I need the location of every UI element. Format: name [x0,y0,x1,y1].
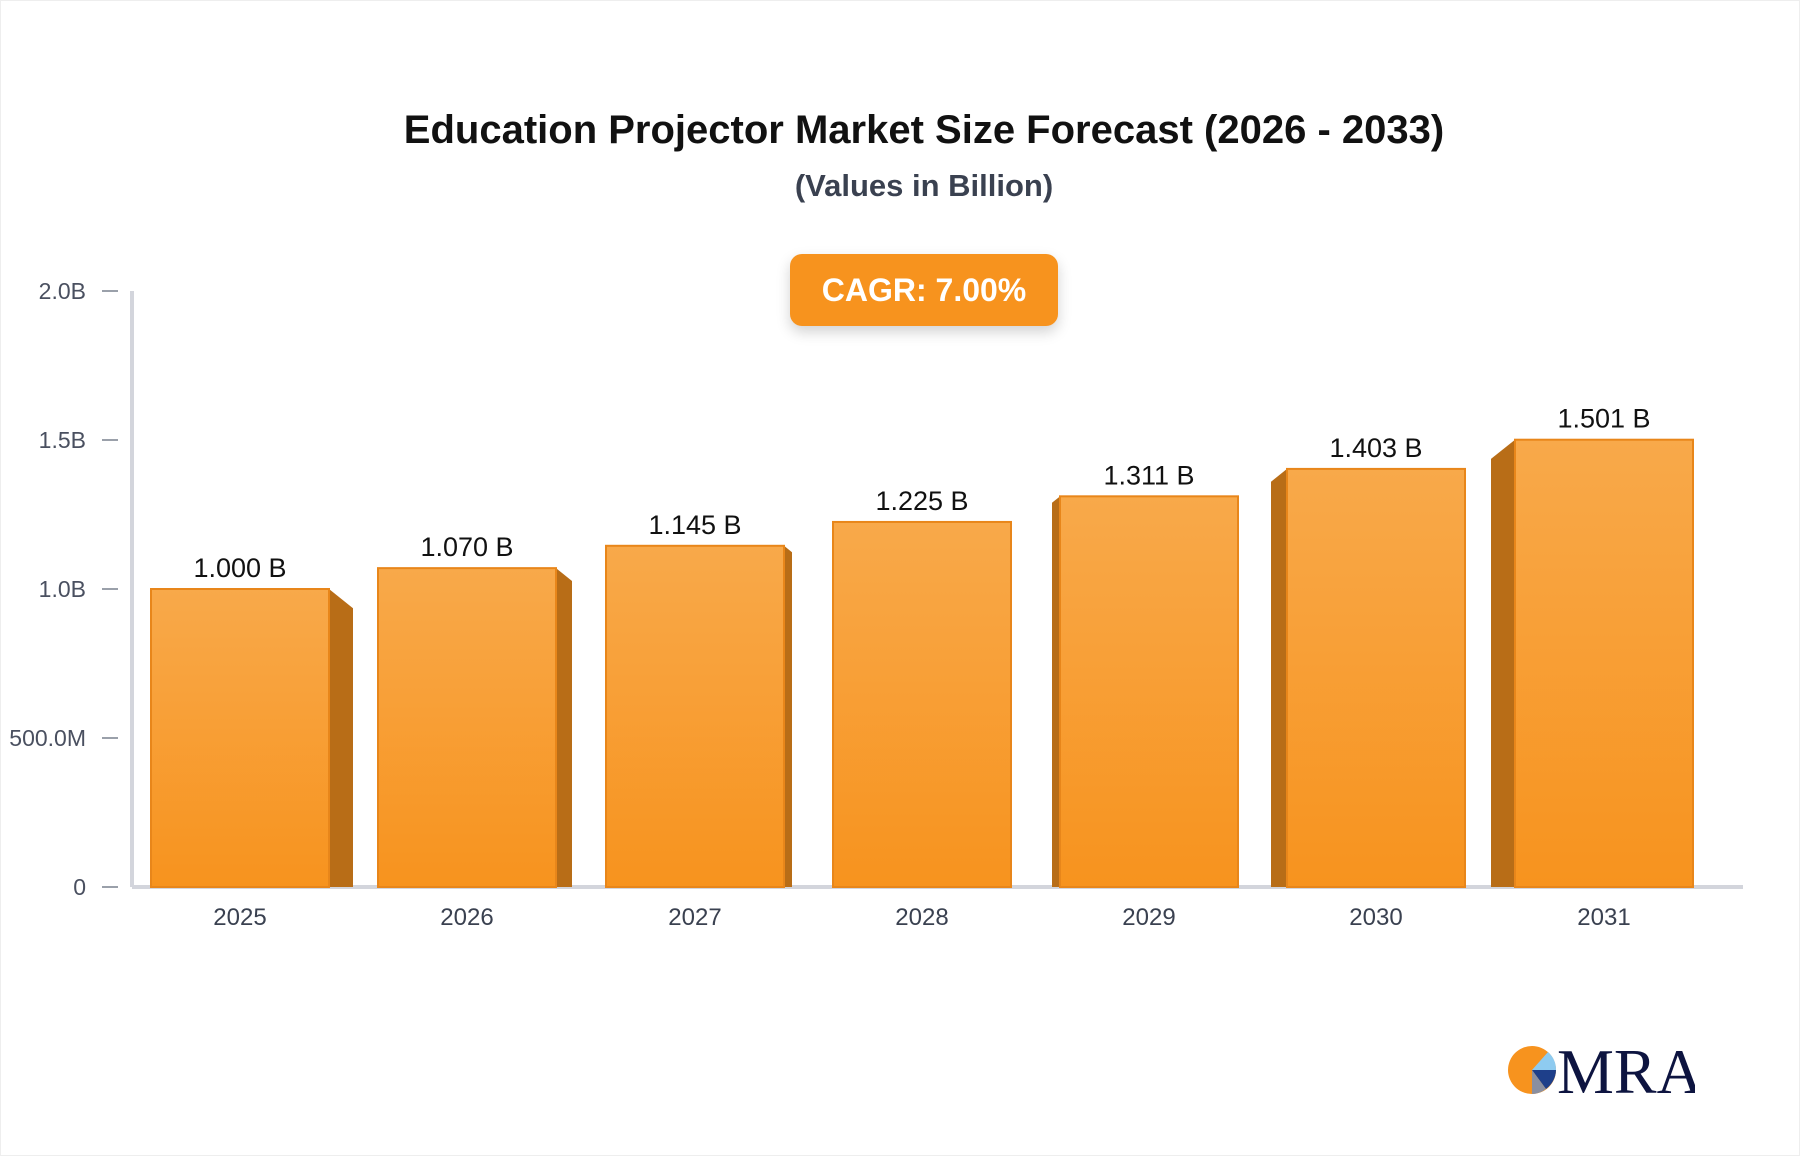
y-tick-label: 2.0B [39,278,86,304]
data-label: 1.311 B [1103,460,1194,490]
y-tick-label: 0 [73,874,86,900]
bar-side [556,568,572,887]
chart-subtitle: (Values in Billion) [794,168,1054,203]
y-tick-label: 500.0M [9,725,86,751]
y-tick-label: 1.0B [39,576,86,602]
bar [832,520,1012,888]
cagr-badge: CAGR: 7.00% [790,254,1058,326]
data-label: 1.225 B [875,486,968,516]
data-label: 1.145 B [648,510,741,540]
bar [377,567,557,888]
data-label: 1.403 B [1329,433,1422,463]
bar [1286,467,1466,888]
bar [1514,438,1694,888]
logo-text: MRA [1557,1040,1695,1100]
x-tick-label: 2028 [895,904,948,931]
bar-side [1271,468,1287,887]
x-tick-label: 2025 [213,904,266,931]
x-tick-label: 2027 [668,904,721,931]
data-label: 1.000 B [193,553,286,583]
mra-logo: MRA [1505,1036,1703,1107]
bar-side [329,589,353,887]
chart-title: Education Projector Market Size Forecast… [403,108,1445,152]
x-tick-label: 2029 [1122,904,1175,931]
data-label: 1.501 B [1557,404,1650,434]
bar [150,588,330,888]
data-label: 1.070 B [420,532,513,562]
bar [1059,495,1239,888]
bar-side [784,545,792,887]
bar-side [1052,496,1060,887]
bar-side [1491,439,1515,887]
x-tick-label: 2026 [440,904,493,931]
bar [605,544,785,888]
x-tick-label: 2031 [1577,904,1630,931]
x-tick-label: 2030 [1349,904,1402,931]
y-tick-label: 1.5B [39,427,86,453]
